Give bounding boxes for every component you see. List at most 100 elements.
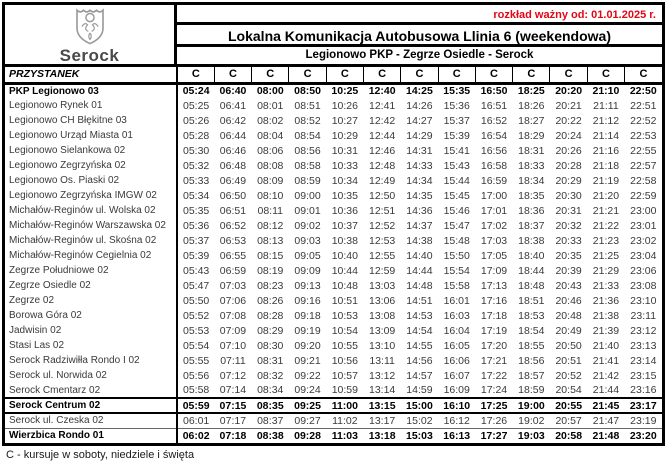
- table-row: Michałów-Reginów ul. Wolska 02 05:35 06:51…: [5, 203, 662, 218]
- departure-time: 10:34: [331, 174, 358, 187]
- table-row: Serock Centrum 02 05:59 07:15 08:35 09:25 11:…: [5, 397, 662, 414]
- table-row: Zegrze 02 05:50 07:06 08:26 09:16 10:51 13:06 1…: [5, 293, 662, 308]
- departure-time: 06:46: [219, 144, 247, 157]
- departure-time: 08:13: [257, 234, 284, 247]
- departure-time: 10:57: [331, 369, 358, 382]
- departure-time: 05:35: [183, 204, 210, 217]
- departure-time: 10:26: [331, 99, 358, 112]
- departure-time: 14:54: [406, 324, 433, 337]
- departure-time: 10:31: [331, 144, 358, 157]
- header-titles: rozkład ważny od: 01.01.2025 r. Lokalna …: [177, 5, 662, 64]
- departure-time: 06:59: [219, 264, 247, 277]
- departure-time: 10:25: [331, 85, 359, 98]
- departure-time: 07:06: [219, 294, 247, 307]
- departure-time: 15:43: [443, 159, 470, 172]
- departure-time: 15:41: [443, 144, 470, 157]
- departure-time: 08:01: [257, 99, 284, 112]
- departure-time: 18:31: [518, 144, 545, 157]
- departure-time: 22:59: [630, 189, 657, 202]
- departure-time: 10:36: [331, 204, 358, 217]
- departure-time: 13:11: [369, 354, 395, 367]
- table-row: Jadwisin 02 05:53 07:09 08:29 09:19 10:54 13:0…: [5, 323, 662, 338]
- departure-time: 16:07: [443, 369, 470, 382]
- departure-time: 12:52: [368, 219, 396, 232]
- departure-time: 17:05: [480, 249, 508, 262]
- departure-time: 17:27: [475, 427, 513, 443]
- departure-time: 21:40: [592, 339, 620, 352]
- departure-time: 20:32: [555, 219, 582, 232]
- departure-time: 08:00: [256, 85, 284, 98]
- departure-time: 06:49: [219, 174, 247, 187]
- departure-time: 20:29: [555, 174, 582, 187]
- table-row: Serock ul. Czeska 02 06:01 07:17 08:37 09:27…: [5, 413, 662, 428]
- departure-time: 18:59: [518, 384, 545, 396]
- stop-name: Jadwisin 02: [5, 323, 178, 338]
- departure-time: 17:19: [480, 324, 508, 337]
- departure-time: 16:59: [480, 174, 508, 187]
- departure-time: 07:03: [219, 279, 247, 292]
- table-row: Legionowo Os. Piaski 02 05:33 06:49 08:09 08…: [5, 173, 662, 188]
- departure-time: 19:02: [518, 414, 545, 427]
- departure-time: 15:37: [443, 114, 470, 127]
- departure-time: 09:18: [294, 309, 321, 322]
- departure-time: 05:32: [183, 159, 210, 172]
- departure-time: 12:55: [368, 249, 396, 262]
- line-title: Lokalna Komunikacja Autobusowa Llinia 6 …: [177, 25, 662, 47]
- departure-time: 20:30: [555, 189, 582, 202]
- departure-time: 05:56: [183, 369, 210, 382]
- departure-time: 05:36: [183, 219, 210, 232]
- departure-time: 17:18: [480, 309, 508, 322]
- departure-time: 14:31: [406, 144, 433, 157]
- legend-note: C - kursuje w soboty, niedziele i święta: [6, 449, 195, 461]
- serock-coat-of-arms-icon: [75, 8, 104, 45]
- departure-time: 21:22: [592, 219, 620, 232]
- service-column-header: C: [624, 67, 662, 85]
- departure-time: 16:12: [443, 414, 470, 427]
- departure-time: 21:36: [592, 294, 620, 307]
- departure-time: 08:30: [257, 339, 284, 352]
- departure-time: 20:54: [555, 384, 582, 396]
- timetable-frame: Serock rozkład ważny od: 01.01.2025 r. L…: [2, 2, 665, 446]
- departure-time: 13:08: [368, 309, 396, 322]
- departure-time: 18:38: [518, 234, 545, 247]
- table-row: Borowa Góra 02 05:52 07:08 08:28 09:18 10:53 1…: [5, 308, 662, 323]
- departure-time: 12:50: [368, 189, 396, 202]
- stop-name: Stasi Las 02: [5, 338, 178, 353]
- stop-name: Zegrze Osiedle 02: [5, 278, 178, 293]
- departure-time: 16:03: [443, 309, 470, 322]
- departure-time: 11:03: [326, 427, 364, 443]
- departure-time: 09:00: [294, 189, 321, 202]
- departure-time: 09:25: [288, 397, 327, 414]
- departure-time: 23:13: [630, 339, 657, 352]
- departure-time: 17:22: [480, 369, 508, 382]
- departure-time: 18:29: [518, 129, 545, 142]
- departure-time: 05:43: [183, 264, 210, 277]
- stop-name: Michałów-Reginów Warszawska 02: [5, 218, 178, 233]
- departure-time: 07:18: [214, 427, 252, 443]
- departure-time: 10:56: [331, 354, 358, 367]
- departure-time: 08:04: [257, 129, 284, 142]
- departure-time: 23:06: [630, 264, 657, 277]
- stop-name: Legionowo Zegrzyńska 02: [5, 158, 178, 173]
- departure-time: 05:39: [183, 249, 210, 262]
- departure-time: 13:03: [368, 279, 396, 292]
- stop-name: Legionowo Sielankowa 02: [5, 143, 178, 158]
- service-column-header: C: [549, 67, 588, 85]
- departure-time: 05:26: [183, 114, 210, 127]
- departure-time: 07:11: [220, 354, 246, 367]
- departure-time: 21:33: [592, 279, 620, 292]
- departure-time: 07:12: [219, 369, 247, 382]
- departure-time: 14:40: [406, 249, 433, 262]
- departure-time: 12:41: [368, 99, 396, 112]
- departure-time: 20:43: [555, 279, 582, 292]
- departure-time: 15:45: [443, 189, 470, 202]
- departure-time: 20:20: [555, 85, 583, 98]
- stop-name: Michałów-Reginów ul. Wolska 02: [5, 203, 178, 218]
- departure-time: 21:18: [592, 159, 620, 172]
- departure-time: 08:29: [257, 324, 284, 337]
- departure-time: 17:25: [475, 397, 513, 414]
- departure-time: 20:50: [555, 339, 582, 352]
- departure-time: 10:37: [331, 219, 358, 232]
- stop-name: Zegrze Południowe 02: [5, 263, 178, 278]
- table-row: PKP Legionowo 03 05:24 06:40 08:00 08:50 10:2…: [5, 83, 662, 98]
